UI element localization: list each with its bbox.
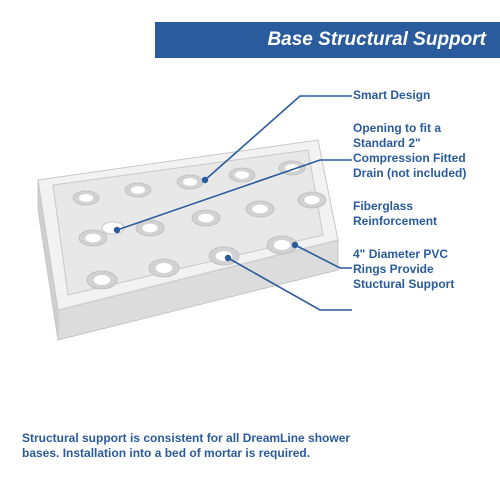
callout-item: 4" Diameter PVC Rings Provide Stuctural … [353, 247, 478, 292]
shower-base-diagram [8, 120, 348, 360]
title-bar: Base Structural Support [155, 22, 500, 58]
footer-text: Structural support is consistent for all… [22, 431, 350, 461]
callout-item: Opening to fit a Standard 2" Compression… [353, 121, 478, 181]
callout-item: Fiberglass Reinforcement [353, 199, 478, 229]
title-text: Base Structural Support [267, 29, 486, 51]
callout-item: Smart Design [353, 88, 478, 103]
callout-list: Smart Design Opening to fit a Standard 2"… [353, 88, 478, 310]
footer-note: Structural support is consistent for all… [22, 431, 352, 462]
